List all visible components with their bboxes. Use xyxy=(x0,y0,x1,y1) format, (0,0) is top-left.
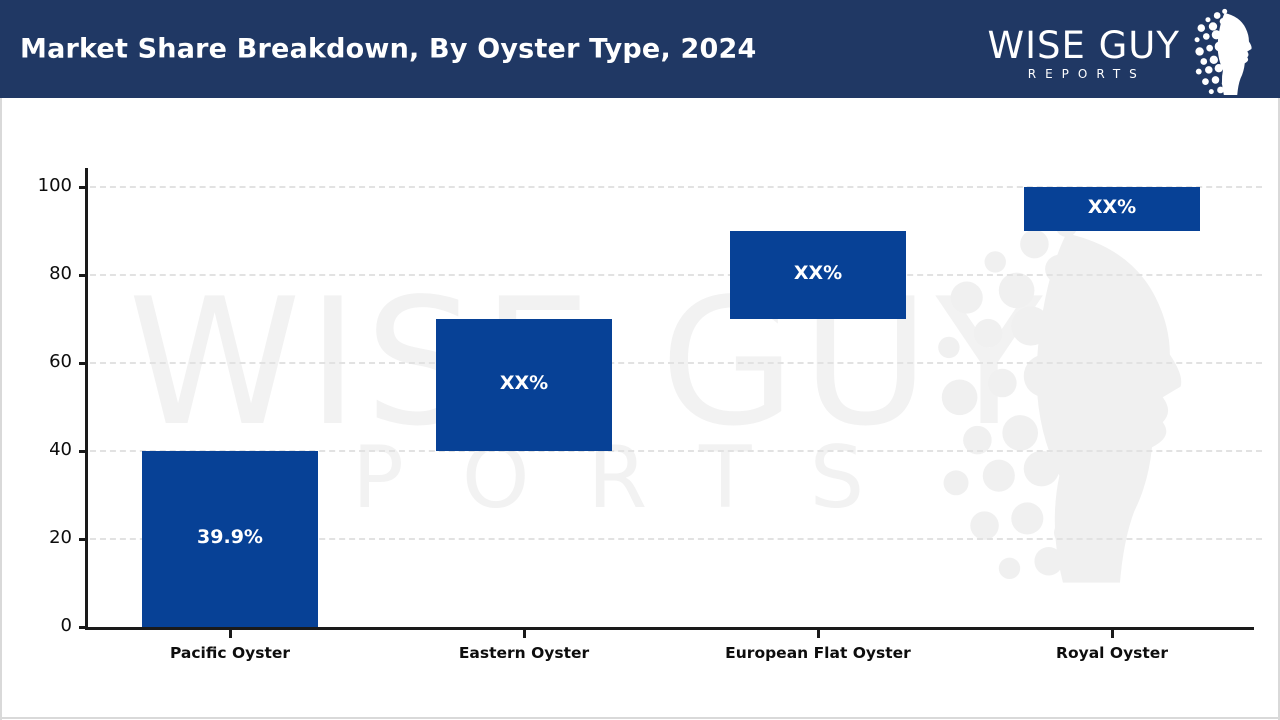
gridline xyxy=(90,186,1262,188)
brand-logo-line2: REPORTS xyxy=(1027,67,1146,82)
y-tick-label: 100 xyxy=(37,175,72,196)
gridline xyxy=(90,538,1262,540)
page-bottom-border xyxy=(0,717,1280,719)
y-tick-mark xyxy=(79,626,88,629)
y-tick-mark xyxy=(79,538,88,541)
y-tick-label: 60 xyxy=(49,351,72,372)
y-tick-mark xyxy=(79,186,88,189)
bar xyxy=(1024,187,1200,231)
y-tick-label: 40 xyxy=(49,439,72,460)
page-right-border xyxy=(1278,98,1280,720)
y-tick-mark xyxy=(79,362,88,365)
brand-logo: WISE GUY REPORTS xyxy=(988,8,1266,100)
bar-value-label: XX% xyxy=(793,262,843,284)
x-category-label: Royal Oyster xyxy=(1056,644,1168,662)
brand-logo-line1: WISE GUY xyxy=(987,23,1180,67)
y-tick-mark xyxy=(79,274,88,277)
x-tick-mark xyxy=(817,630,820,638)
bar-value-label: 39.9% xyxy=(197,526,263,549)
y-tick-label: 20 xyxy=(49,527,72,548)
x-category-label: Pacific Oyster xyxy=(169,644,291,662)
brand-head-icon xyxy=(1170,8,1266,100)
y-tick-label: 0 xyxy=(60,615,72,636)
y-tick-label: 80 xyxy=(49,263,72,284)
x-axis-line xyxy=(85,627,1254,630)
header-bar: Market Share Breakdown, By Oyster Type, … xyxy=(0,0,1280,98)
bar xyxy=(436,319,612,451)
x-tick-mark xyxy=(523,630,526,638)
page-left-border xyxy=(0,98,2,720)
bar xyxy=(730,231,906,319)
gridline xyxy=(90,450,1262,452)
gridline xyxy=(90,362,1262,364)
brand-logo-text: WISE GUY REPORTS xyxy=(987,23,1180,82)
x-category-label: Eastern Oyster xyxy=(458,644,590,662)
y-tick-mark xyxy=(79,450,88,453)
bar-value-label: XX% xyxy=(499,372,549,394)
bar xyxy=(142,451,318,627)
watermark-head-icon xyxy=(858,212,1218,604)
y-axis-line xyxy=(85,168,88,630)
gridline xyxy=(90,274,1262,276)
x-tick-mark xyxy=(229,630,232,638)
x-tick-mark xyxy=(1111,630,1114,638)
bar-value-label: XX% xyxy=(1087,196,1137,218)
x-category-label: European Flat Oyster xyxy=(725,644,911,662)
page-title: Market Share Breakdown, By Oyster Type, … xyxy=(20,33,757,65)
